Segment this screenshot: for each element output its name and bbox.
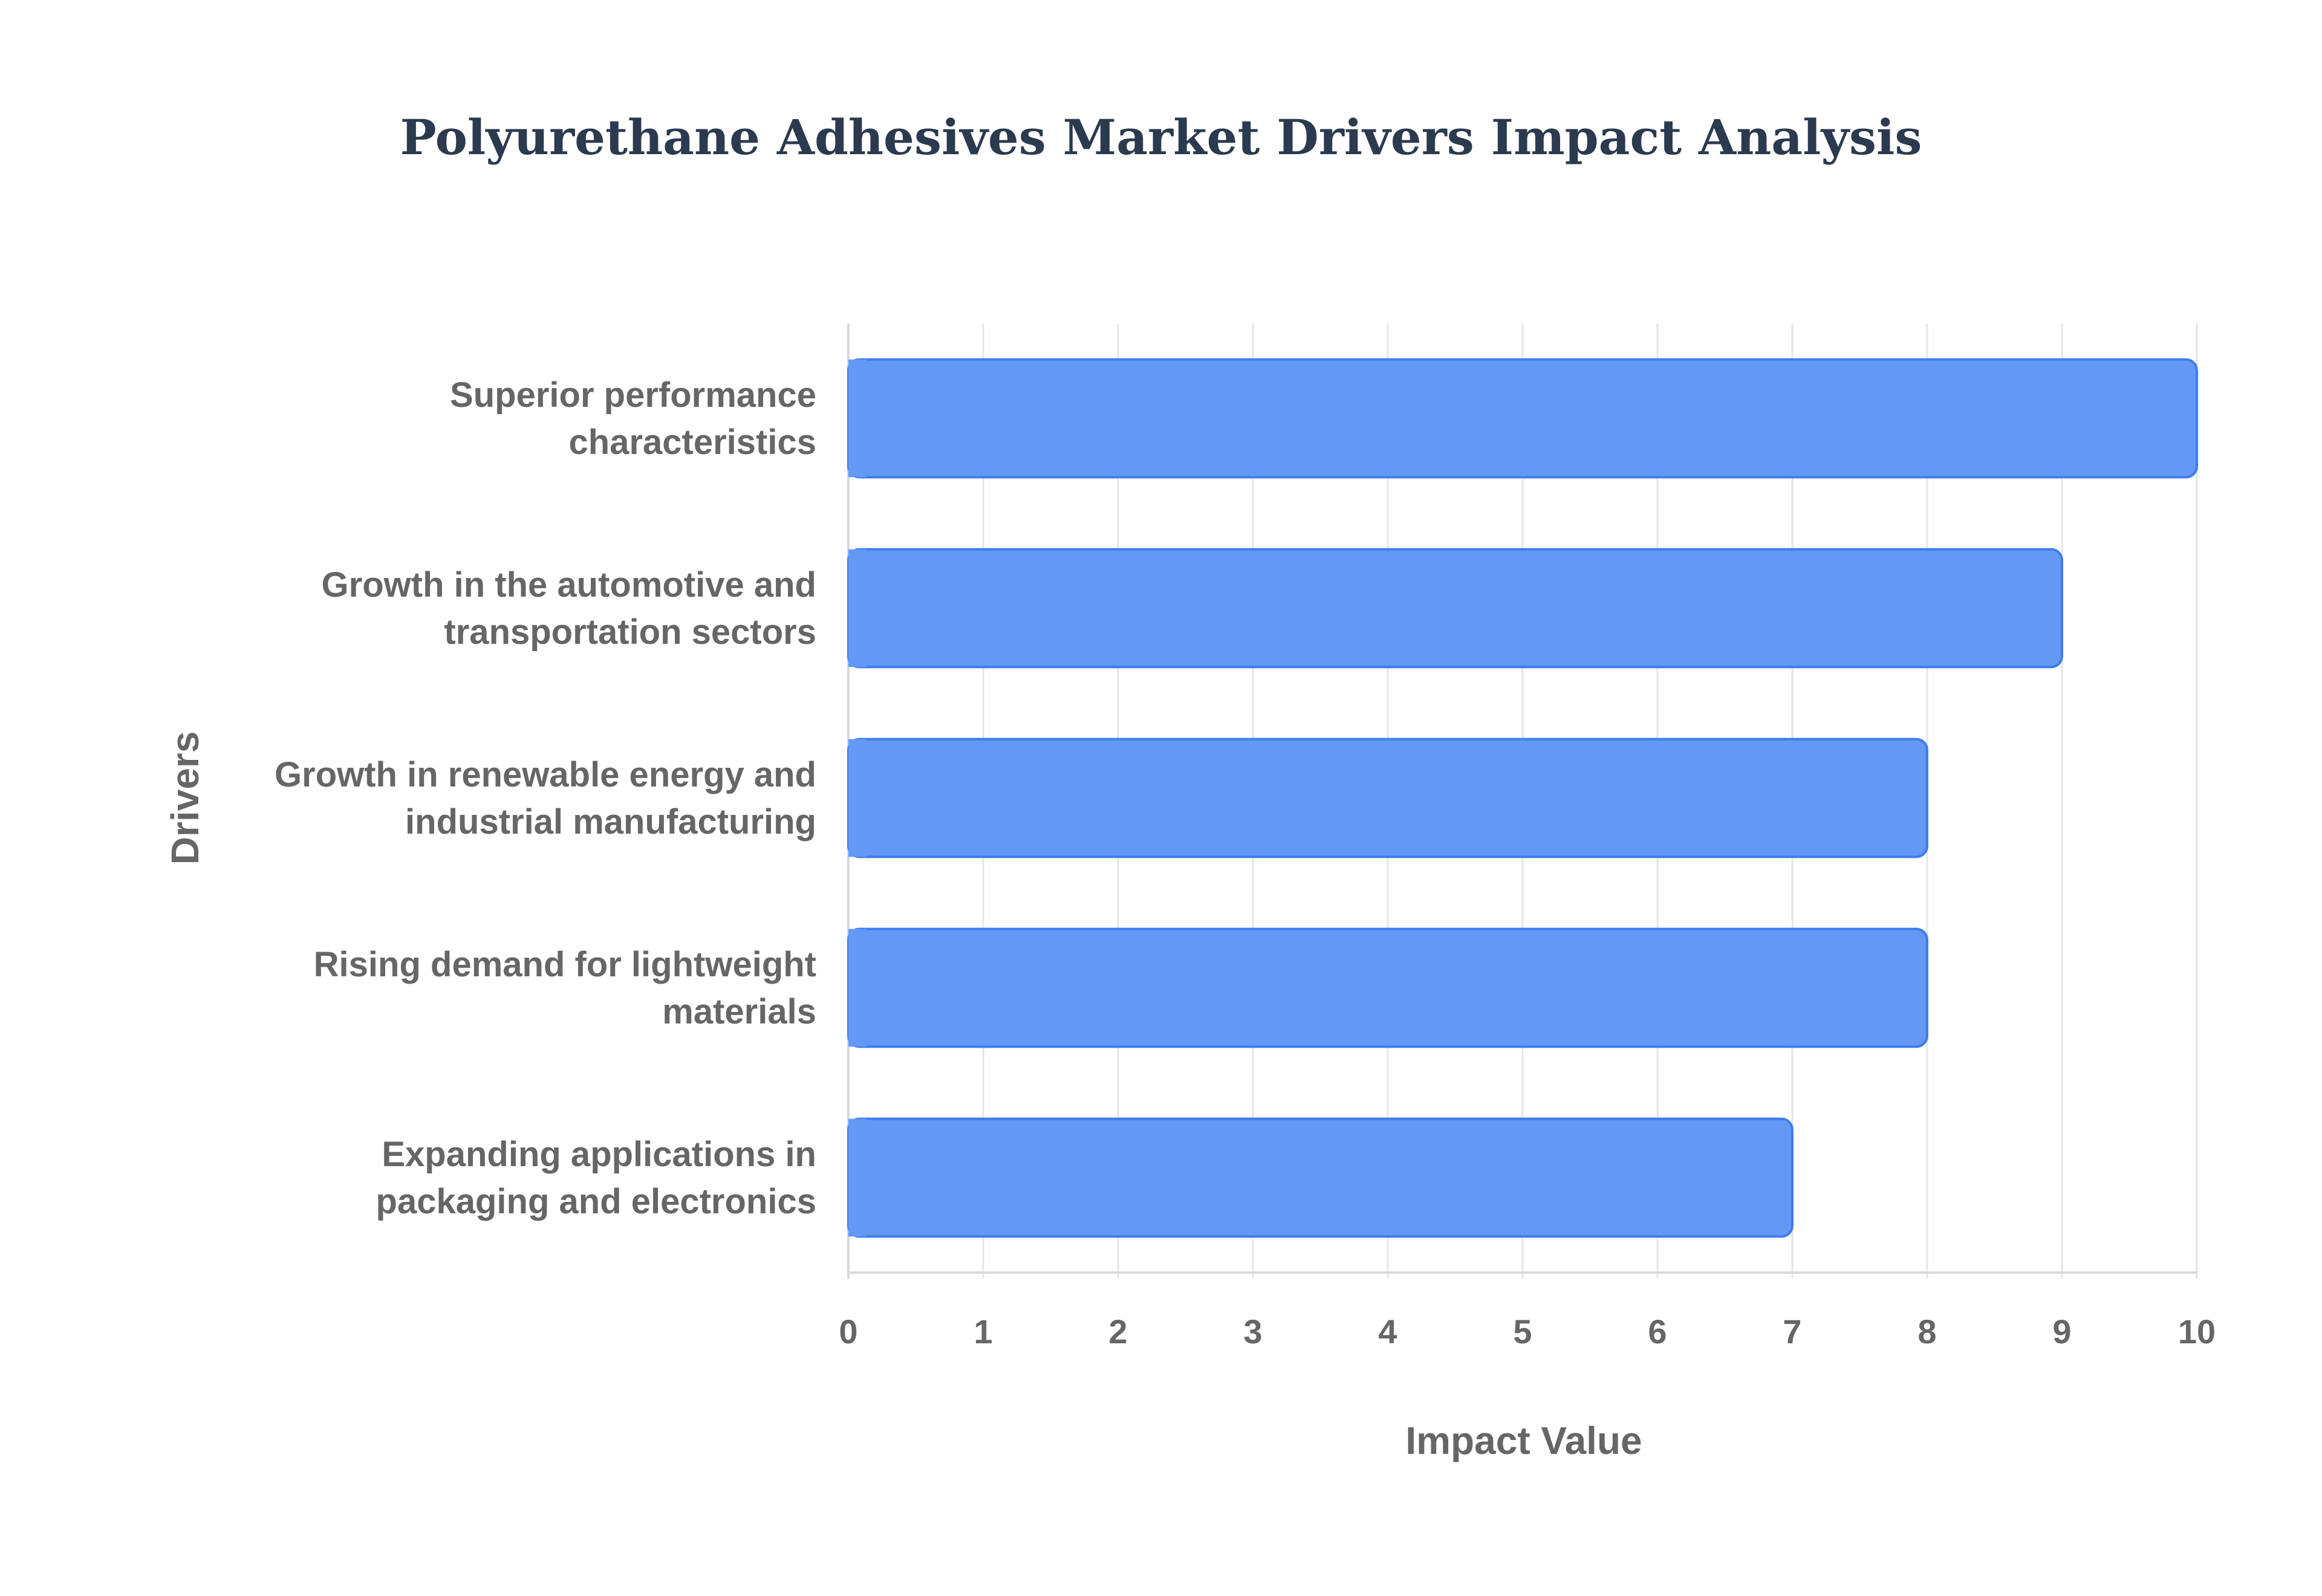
category-label: Growth in the automotive and transportati… [322, 565, 816, 652]
x-tick-label: 2 [1108, 1312, 1127, 1351]
category-labels: Superior performance characteristics Growt… [275, 375, 816, 1221]
bar-base [848, 739, 867, 857]
chart-title: Polyurethane Adhesives Market Drivers Im… [400, 109, 1922, 166]
bar-base [848, 1118, 867, 1237]
x-tick-labels: 0 1 2 3 4 5 6 7 8 9 10 [839, 1312, 2216, 1351]
x-tick-label: 1 [974, 1312, 992, 1351]
x-tick-label: 4 [1378, 1312, 1397, 1351]
bar-base [848, 929, 867, 1047]
x-tick-label: 7 [1783, 1312, 1801, 1351]
bar [847, 358, 2198, 479]
x-tick-label: 6 [1648, 1312, 1667, 1351]
x-tick-label: 10 [2178, 1312, 2216, 1351]
bar [847, 1117, 1794, 1238]
bar-base [848, 549, 867, 667]
y-axis-title: Drivers [163, 731, 207, 865]
x-tick-label: 3 [1243, 1312, 1262, 1351]
x-tick-label: 8 [1917, 1312, 1936, 1351]
bar [847, 927, 1928, 1048]
category-label: Superior performance characteristics [450, 375, 816, 462]
x-axis-title: Impact Value [1405, 1419, 1642, 1462]
x-tick-label: 0 [839, 1312, 857, 1351]
bar [847, 548, 2063, 669]
bars [847, 358, 2198, 1238]
x-tick-label: 9 [2052, 1312, 2071, 1351]
x-tick-label: 5 [1513, 1312, 1532, 1351]
category-label: Rising demand for lightweight materials [314, 945, 816, 1031]
category-label: Expanding applications in packaging and e… [376, 1135, 816, 1221]
bar-base [848, 359, 867, 478]
category-label: Growth in renewable energy and industrial… [275, 755, 816, 842]
bar [847, 738, 1928, 858]
